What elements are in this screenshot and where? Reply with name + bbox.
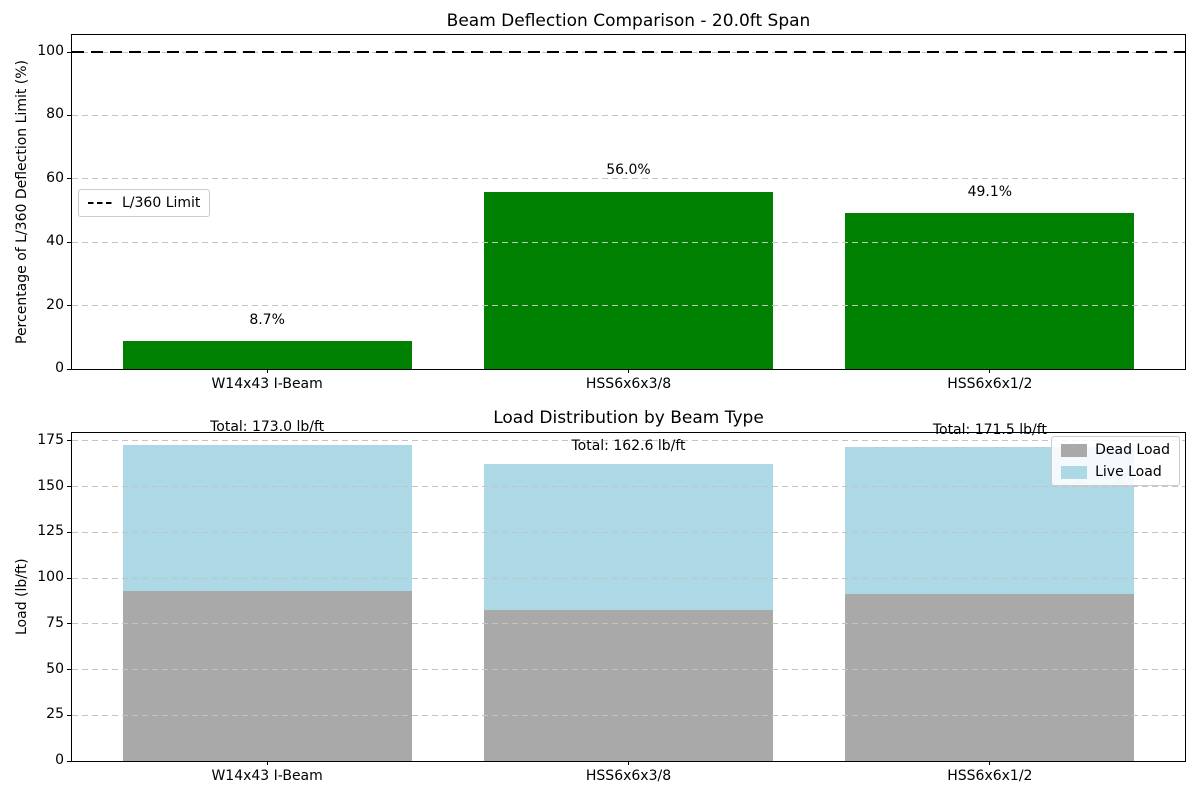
y-tick-label: 100	[37, 43, 64, 60]
x-tick-label: HSS6x6x1/2	[947, 768, 1033, 784]
deflection-chart-ylabel: Percentage of L/360 Deflection Limit (%)	[14, 60, 30, 345]
y-tick-mark	[67, 51, 71, 53]
color-swatch	[1061, 443, 1088, 457]
y-tick-label: 175	[37, 431, 64, 448]
y-tick-label: 100	[37, 569, 64, 586]
gridline	[72, 623, 1185, 625]
live-load-segment	[483, 463, 774, 610]
dashed-line-swatch	[88, 202, 114, 204]
y-tick-mark	[67, 714, 71, 716]
legend-item: Live Load	[1061, 464, 1170, 480]
y-tick-mark	[67, 760, 71, 762]
deflection-bar	[845, 213, 1135, 369]
deflection-bar	[483, 191, 774, 369]
dead-load-segment	[483, 609, 774, 761]
x-tick-label: W14x43 I-Beam	[211, 376, 323, 392]
legend: L/360 Limit	[78, 189, 211, 217]
bar-value-label: 49.1%	[967, 184, 1013, 201]
gridline	[72, 178, 1185, 180]
x-tick-mark	[266, 369, 268, 373]
deflection-chart-title: Beam Deflection Comparison - 20.0ft Span	[446, 11, 811, 31]
y-tick-mark	[67, 114, 71, 116]
legend-item: L/360 Limit	[88, 195, 200, 211]
x-tick-label: HSS6x6x1/2	[947, 376, 1033, 392]
x-tick-mark	[989, 761, 991, 765]
legend-label: Live Load	[1095, 464, 1162, 480]
x-tick-label: W14x43 I-Beam	[211, 768, 323, 784]
y-tick-mark	[67, 241, 71, 243]
x-tick-mark	[628, 369, 629, 373]
y-tick-mark	[67, 577, 71, 579]
y-tick-label: 0	[55, 752, 64, 768]
deflection-bar	[122, 341, 412, 369]
gridline	[72, 241, 1185, 243]
y-tick-label: 50	[46, 660, 64, 677]
y-tick-mark	[67, 623, 71, 625]
y-tick-label: 40	[46, 233, 64, 250]
bar-value-label: 56.0%	[606, 162, 651, 179]
legend-label: Dead Load	[1095, 442, 1170, 458]
total-label: Total: 173.0 lb/ft	[210, 419, 325, 436]
y-tick-mark	[67, 178, 71, 180]
y-tick-label: 20	[46, 296, 64, 313]
load-plot-area: 0 25 50 75 100 125 150 175 Total: 173.0 lb/ft W14…	[37, 419, 1186, 784]
gridline	[72, 486, 1185, 488]
x-tick-mark	[989, 369, 991, 373]
gridline	[72, 305, 1185, 307]
y-tick-mark	[67, 440, 71, 442]
gridline	[72, 577, 1185, 579]
x-tick-mark	[266, 761, 268, 765]
y-tick-mark	[67, 486, 71, 488]
x-tick-mark	[628, 761, 629, 765]
legend-label: L/360 Limit	[122, 195, 201, 211]
gridline	[72, 714, 1185, 716]
total-label: Total: 171.5 lb/ft	[932, 421, 1047, 438]
y-tick-mark	[67, 669, 71, 671]
gridline	[72, 531, 1185, 533]
dead-load-segment	[845, 593, 1135, 761]
legend-item: Dead Load	[1061, 442, 1170, 458]
total-label: Total: 162.6 lb/ft	[571, 438, 686, 455]
y-tick-label: 75	[46, 614, 64, 631]
dead-load-segment	[122, 590, 412, 761]
gridline	[72, 114, 1185, 116]
gridline	[72, 440, 1185, 442]
deflection-plot-area: 0 20 40 60 80 100 8.7% W14x43 I-Beam 56.0% HSS6x6…	[37, 34, 1186, 392]
y-tick-label: 80	[46, 106, 64, 123]
y-tick-label: 125	[37, 523, 64, 540]
bar-value-label: 8.7%	[249, 312, 285, 329]
load-chart-title: Load Distribution by Beam Type	[493, 408, 764, 428]
y-tick-label: 60	[46, 169, 64, 186]
x-tick-label: HSS6x6x3/8	[585, 376, 672, 392]
y-tick-mark	[67, 368, 71, 370]
y-tick-label: 25	[46, 706, 64, 723]
y-tick-mark	[67, 305, 71, 307]
y-tick-mark	[67, 531, 71, 533]
limit-line	[72, 51, 1185, 54]
color-swatch	[1061, 465, 1088, 479]
legend: Dead Load Live Load	[1051, 436, 1180, 486]
y-tick-label: 0	[55, 360, 64, 376]
y-tick-label: 150	[37, 477, 64, 494]
x-tick-label: HSS6x6x3/8	[585, 768, 672, 784]
live-load-segment	[122, 444, 412, 591]
gridline	[72, 669, 1185, 671]
